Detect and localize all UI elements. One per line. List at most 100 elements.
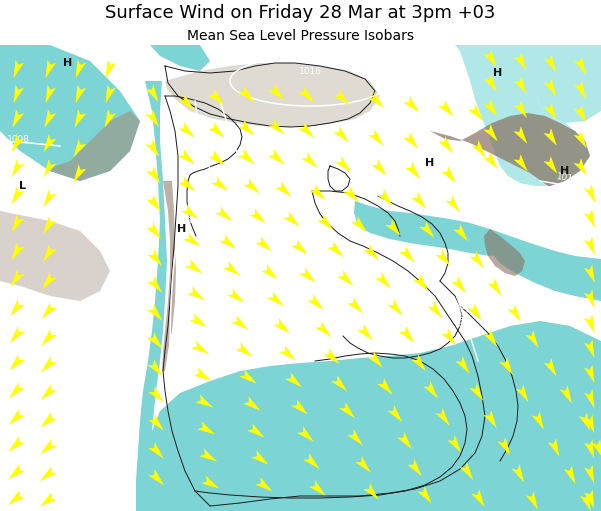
Polygon shape (147, 304, 162, 321)
Polygon shape (268, 84, 284, 100)
Polygon shape (387, 405, 402, 422)
Polygon shape (323, 348, 340, 364)
Polygon shape (238, 86, 254, 102)
Polygon shape (584, 490, 594, 508)
Polygon shape (8, 436, 25, 452)
Polygon shape (573, 158, 587, 176)
Polygon shape (375, 272, 391, 289)
Polygon shape (471, 140, 486, 157)
Polygon shape (498, 437, 510, 455)
Polygon shape (14, 84, 24, 103)
Polygon shape (430, 113, 590, 186)
Polygon shape (584, 265, 595, 283)
Polygon shape (146, 222, 161, 239)
Polygon shape (148, 386, 163, 403)
Polygon shape (8, 464, 25, 479)
Polygon shape (579, 412, 590, 431)
Polygon shape (251, 450, 269, 464)
Polygon shape (106, 60, 116, 78)
Polygon shape (459, 462, 473, 480)
Text: H: H (560, 166, 570, 176)
Polygon shape (483, 124, 498, 142)
Polygon shape (75, 109, 87, 128)
Polygon shape (354, 201, 510, 256)
Polygon shape (191, 340, 209, 354)
Polygon shape (513, 100, 527, 118)
Polygon shape (371, 159, 386, 176)
Polygon shape (580, 493, 591, 511)
Polygon shape (507, 304, 521, 322)
Polygon shape (469, 383, 483, 401)
Text: 1000: 1000 (457, 304, 471, 328)
Polygon shape (584, 314, 594, 333)
Polygon shape (368, 92, 384, 108)
Polygon shape (438, 100, 454, 117)
Polygon shape (543, 156, 557, 174)
Polygon shape (347, 429, 363, 446)
Polygon shape (147, 249, 162, 266)
Polygon shape (208, 122, 225, 137)
Polygon shape (11, 186, 25, 204)
Polygon shape (42, 272, 56, 289)
Polygon shape (513, 52, 526, 70)
Polygon shape (453, 224, 468, 241)
Polygon shape (43, 189, 56, 207)
Polygon shape (490, 229, 601, 301)
Polygon shape (150, 45, 210, 71)
Polygon shape (273, 318, 290, 333)
Polygon shape (11, 269, 25, 287)
Text: H: H (63, 58, 73, 68)
Polygon shape (357, 324, 373, 340)
Polygon shape (483, 152, 498, 169)
Polygon shape (0, 211, 110, 301)
Polygon shape (195, 394, 213, 407)
Polygon shape (9, 354, 25, 370)
Polygon shape (441, 166, 456, 183)
Polygon shape (584, 389, 594, 408)
Polygon shape (275, 181, 291, 197)
Polygon shape (309, 480, 326, 496)
Polygon shape (299, 267, 316, 283)
Polygon shape (178, 176, 195, 191)
Polygon shape (201, 475, 219, 489)
Polygon shape (525, 330, 538, 348)
Polygon shape (387, 299, 403, 316)
Polygon shape (40, 412, 57, 428)
Polygon shape (211, 176, 228, 191)
Polygon shape (584, 414, 594, 433)
Polygon shape (543, 128, 557, 146)
Polygon shape (413, 274, 429, 291)
Polygon shape (351, 216, 367, 233)
Polygon shape (40, 492, 57, 506)
Polygon shape (377, 378, 392, 395)
Polygon shape (13, 109, 24, 128)
Polygon shape (573, 104, 586, 123)
Polygon shape (468, 104, 483, 121)
Polygon shape (451, 276, 466, 293)
Polygon shape (147, 276, 162, 293)
Polygon shape (483, 410, 496, 428)
Text: 1016: 1016 (556, 173, 580, 185)
Polygon shape (41, 384, 57, 400)
Polygon shape (347, 297, 363, 313)
Polygon shape (255, 477, 272, 492)
Polygon shape (411, 192, 426, 209)
Polygon shape (335, 156, 351, 172)
Polygon shape (333, 126, 349, 143)
Polygon shape (548, 438, 560, 457)
Polygon shape (368, 129, 383, 146)
Text: 1016: 1016 (299, 66, 322, 76)
Polygon shape (219, 234, 236, 249)
Text: 1008: 1008 (207, 179, 221, 203)
Polygon shape (445, 195, 460, 212)
Polygon shape (573, 130, 587, 148)
Polygon shape (9, 382, 25, 399)
Polygon shape (403, 96, 419, 112)
Text: H: H (426, 158, 435, 168)
Polygon shape (193, 367, 211, 381)
Polygon shape (441, 328, 456, 345)
Polygon shape (249, 208, 266, 223)
Polygon shape (50, 111, 140, 181)
Polygon shape (526, 492, 538, 509)
Text: 1008: 1008 (7, 134, 29, 144)
